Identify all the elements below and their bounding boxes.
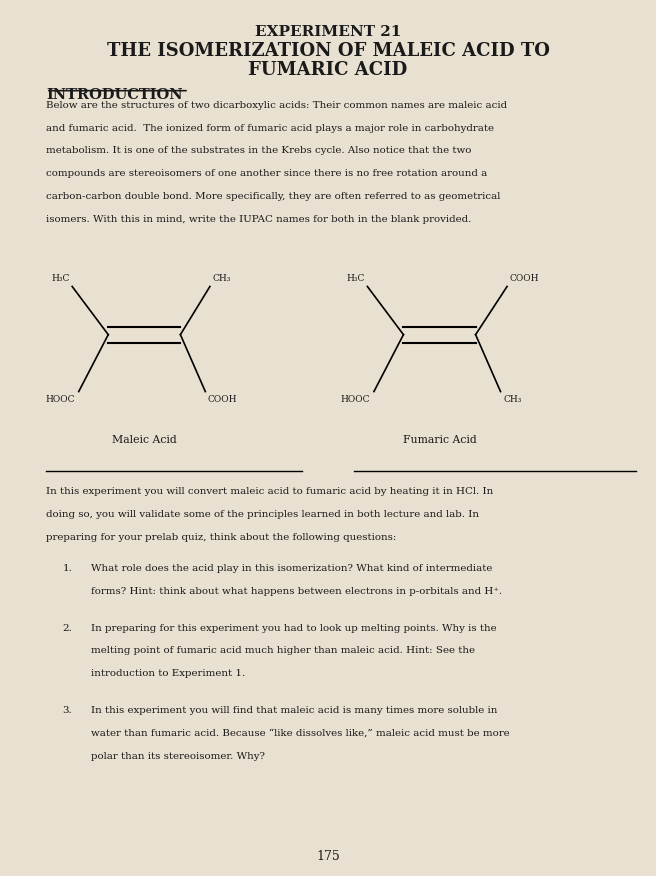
Text: FUMARIC ACID: FUMARIC ACID (249, 61, 407, 80)
Text: melting point of fumaric acid much higher than maleic acid. Hint: See the: melting point of fumaric acid much highe… (91, 646, 474, 655)
Text: compounds are stereoisomers of one another since there is no free rotation aroun: compounds are stereoisomers of one anoth… (46, 169, 487, 178)
Text: carbon-carbon double bond. More specifically, they are often referred to as geom: carbon-carbon double bond. More specific… (46, 192, 501, 201)
Text: EXPERIMENT 21: EXPERIMENT 21 (255, 25, 401, 39)
Text: doing so, you will validate some of the principles learned in both lecture and l: doing so, you will validate some of the … (46, 510, 479, 519)
Text: water than fumaric acid. Because “like dissolves like,” maleic acid must be more: water than fumaric acid. Because “like d… (91, 729, 509, 738)
Text: HOOC: HOOC (340, 395, 370, 404)
Text: 3.: 3. (62, 706, 72, 715)
Text: forms? Hint: think about what happens between electrons in p-orbitals and H⁺.: forms? Hint: think about what happens be… (91, 587, 502, 596)
Text: Below are the structures of two dicarboxylic acids: Their common names are malei: Below are the structures of two dicarbox… (46, 101, 507, 110)
Text: In this experiment you will convert maleic acid to fumaric acid by heating it in: In this experiment you will convert male… (46, 487, 493, 496)
Text: INTRODUCTION: INTRODUCTION (46, 88, 182, 102)
Text: THE ISOMERIZATION OF MALEIC ACID TO: THE ISOMERIZATION OF MALEIC ACID TO (106, 42, 550, 60)
Text: COOH: COOH (208, 395, 237, 404)
Text: polar than its stereoisomer. Why?: polar than its stereoisomer. Why? (91, 752, 264, 760)
Text: introduction to Experiment 1.: introduction to Experiment 1. (91, 669, 245, 678)
Text: Maleic Acid: Maleic Acid (112, 435, 176, 445)
Text: H₃C: H₃C (51, 274, 70, 283)
Text: In preparing for this experiment you had to look up melting points. Why is the: In preparing for this experiment you had… (91, 624, 496, 632)
Text: 2.: 2. (62, 624, 72, 632)
Text: preparing for your prelab quiz, think about the following questions:: preparing for your prelab quiz, think ab… (46, 533, 396, 541)
Text: 1.: 1. (62, 564, 72, 573)
Text: In this experiment you will find that maleic acid is many times more soluble in: In this experiment you will find that ma… (91, 706, 497, 715)
Text: H₃C: H₃C (346, 274, 365, 283)
Text: isomers. With this in mind, write the IUPAC names for both in the blank provided: isomers. With this in mind, write the IU… (46, 215, 471, 223)
Text: COOH: COOH (510, 274, 539, 283)
Text: What role does the acid play in this isomerization? What kind of intermediate: What role does the acid play in this iso… (91, 564, 492, 573)
Text: and fumaric acid.  The ionized form of fumaric acid plays a major role in carboh: and fumaric acid. The ionized form of fu… (46, 124, 494, 132)
Text: 175: 175 (316, 850, 340, 863)
Text: metabolism. It is one of the substrates in the Krebs cycle. Also notice that the: metabolism. It is one of the substrates … (46, 146, 471, 155)
Text: CH₃: CH₃ (213, 274, 231, 283)
Text: CH₃: CH₃ (503, 395, 522, 404)
Text: Fumaric Acid: Fumaric Acid (403, 435, 476, 445)
Text: HOOC: HOOC (45, 395, 75, 404)
